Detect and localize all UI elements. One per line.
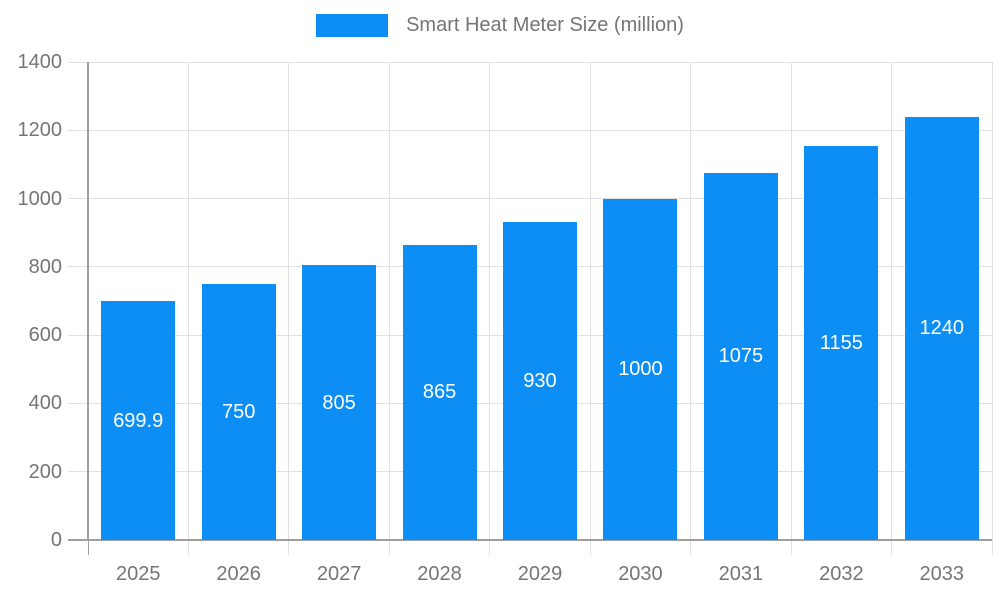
y-axis-line [87,62,89,540]
bar-2028 [402,244,477,540]
bar-2029 [503,222,577,540]
bar-value-label: 1075 [718,345,764,368]
y-axis-label: 1000 [17,187,63,210]
x-axis-tick [891,540,893,555]
gridline-vertical [489,62,491,540]
x-axis-label: 2030 [618,563,663,585]
x-axis-label: 2025 [115,563,161,585]
bar-2030 [603,198,678,540]
legend-label: Smart Heat Meter Size (million) [406,14,684,36]
gridline-vertical [991,62,993,540]
bar-2025 [101,301,176,540]
bar-value-label: 930 [523,370,557,393]
x-axis-tick [187,540,189,555]
bar-value-label: 1240 [919,317,965,340]
y-axis-label: 1200 [17,119,63,142]
legend-swatch [316,14,389,37]
y-axis-label: 400 [28,392,62,415]
x-axis-tick [690,540,692,555]
bar-2031 [703,172,778,540]
y-axis-label: 0 [50,529,62,551]
x-axis-label: 2026 [216,563,261,585]
bar-value-label: 1000 [618,358,663,381]
legend: Smart Heat Meter Size (million) [0,14,1000,37]
x-axis-tick [288,540,290,555]
gridline-vertical [790,62,792,540]
gridline-horizontal [68,198,992,200]
bar-value-label: 750 [221,400,256,423]
x-axis-tick [790,540,792,555]
x-axis-tick [489,540,491,555]
gridline-vertical [388,62,390,540]
bar-value-label: 1155 [819,331,863,354]
x-axis-label: 2028 [417,563,462,585]
y-axis-label: 800 [28,255,62,278]
bar-2032 [804,145,879,540]
gridline-vertical [187,62,189,540]
x-axis-label: 2032 [819,563,864,585]
x-axis-label: 2031 [718,563,764,585]
gridline-vertical [288,62,290,540]
x-axis-tick [991,540,993,555]
x-axis-tick [589,540,591,555]
gridline-vertical [690,62,692,540]
x-axis-label: 2027 [316,563,362,585]
y-axis-label: 1400 [17,51,63,73]
bar-value-label: 699.9 [113,409,164,432]
x-axis-tick [87,540,89,555]
y-axis-label: 200 [28,460,62,483]
gridline-vertical [891,62,893,540]
x-axis-label: 2033 [919,563,965,585]
y-axis-label: 600 [28,324,62,347]
bar-2033 [904,116,979,540]
bar-2027 [302,265,377,540]
x-axis-line [68,539,992,541]
x-axis-label: 2029 [517,563,563,585]
bar-value-label: 865 [422,381,457,404]
bar-2026 [201,283,276,540]
bar-value-label: 805 [322,391,356,414]
gridline-vertical [589,62,591,540]
gridline-horizontal [68,61,992,63]
x-axis-tick [388,540,390,555]
gridline-horizontal [68,129,992,131]
